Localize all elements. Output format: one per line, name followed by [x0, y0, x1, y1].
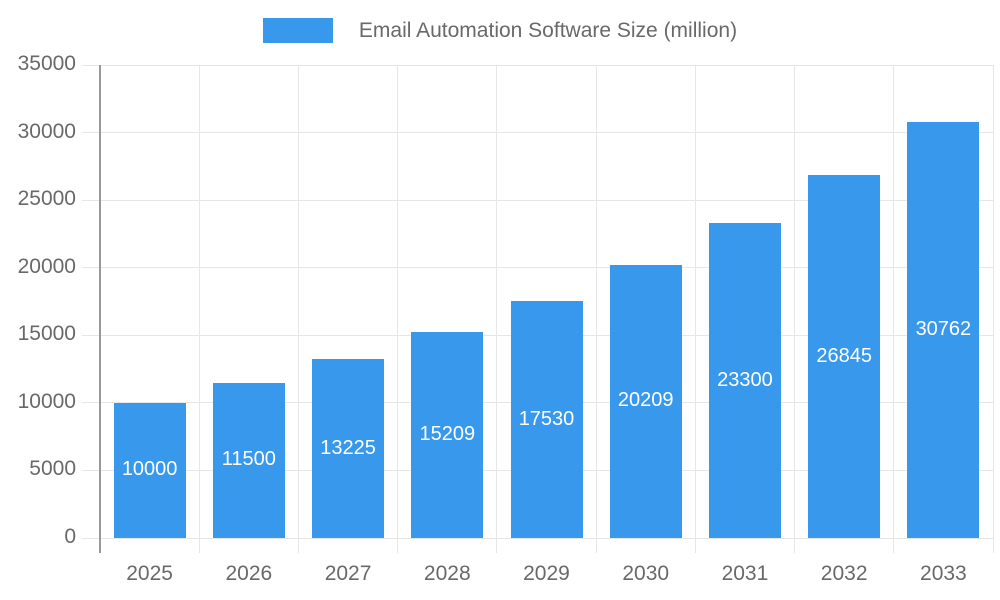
- x-tick-label: 2032: [820, 562, 868, 585]
- bar: [708, 223, 781, 538]
- bar-value-label: 13225: [320, 436, 376, 459]
- gridline-v: [893, 65, 895, 553]
- x-tick-label: 2026: [225, 562, 273, 585]
- x-tick-label: 2029: [523, 562, 570, 585]
- gridline-h: [82, 132, 993, 134]
- bar: [609, 264, 682, 538]
- gridline-h: [82, 64, 993, 66]
- bar: [808, 175, 881, 538]
- bar-value-label: 10000: [121, 458, 178, 481]
- bar-value-label: 23300: [717, 368, 773, 391]
- bar: [907, 122, 980, 538]
- legend-label: Email Automation Software Size (million): [358, 18, 738, 42]
- gridline-v: [297, 65, 299, 553]
- bar: [510, 301, 583, 538]
- bar: [411, 332, 484, 538]
- plot-area: 0 5000 10000 15000 20000 25000 30000 35000 10000…: [18, 52, 994, 585]
- bar-value-label: 11500: [221, 448, 276, 471]
- gridline-v: [794, 65, 796, 553]
- x-tick-label: 2027: [324, 562, 372, 585]
- x-tick-label: 2025: [126, 562, 173, 585]
- gridline-v: [397, 65, 399, 553]
- bar-value-label: 17530: [518, 407, 575, 430]
- gridline-v: [198, 65, 200, 553]
- x-tick-label: 2031: [721, 562, 769, 585]
- gridline-v: [496, 65, 498, 553]
- x-tick-label: 2028: [423, 562, 471, 585]
- bar-value-label: 20209: [617, 389, 674, 412]
- gridline-v: [992, 65, 994, 553]
- bar: [212, 382, 285, 538]
- bar-value-label: 30762: [915, 318, 972, 341]
- bar-value-label: 26845: [816, 344, 872, 367]
- y-tick-label: 5000: [29, 457, 76, 481]
- gridline-v: [694, 65, 696, 553]
- y-tick-label: 10000: [17, 389, 76, 413]
- bar-value-label: 15209: [419, 423, 476, 446]
- legend-swatch-icon: [262, 18, 333, 43]
- bar: [113, 402, 186, 538]
- gridline-h: [82, 267, 993, 269]
- y-tick-label: 30000: [17, 119, 76, 143]
- gridline-v: [595, 65, 597, 553]
- chart-legend: Email Automation Software Size (million): [0, 18, 1000, 43]
- y-tick-label: 15000: [17, 322, 76, 346]
- bar: [312, 359, 385, 538]
- y-tick-label: 25000: [17, 187, 76, 211]
- y-tick-label: 0: [64, 525, 76, 548]
- x-tick-label: 2033: [920, 562, 967, 585]
- x-tick-label: 2030: [622, 562, 670, 585]
- y-tick-label: 20000: [17, 254, 76, 278]
- y-axis-line: [99, 65, 101, 553]
- gridline-h: [82, 537, 993, 539]
- y-tick-label: 35000: [17, 52, 76, 75]
- gridline-h: [82, 199, 993, 201]
